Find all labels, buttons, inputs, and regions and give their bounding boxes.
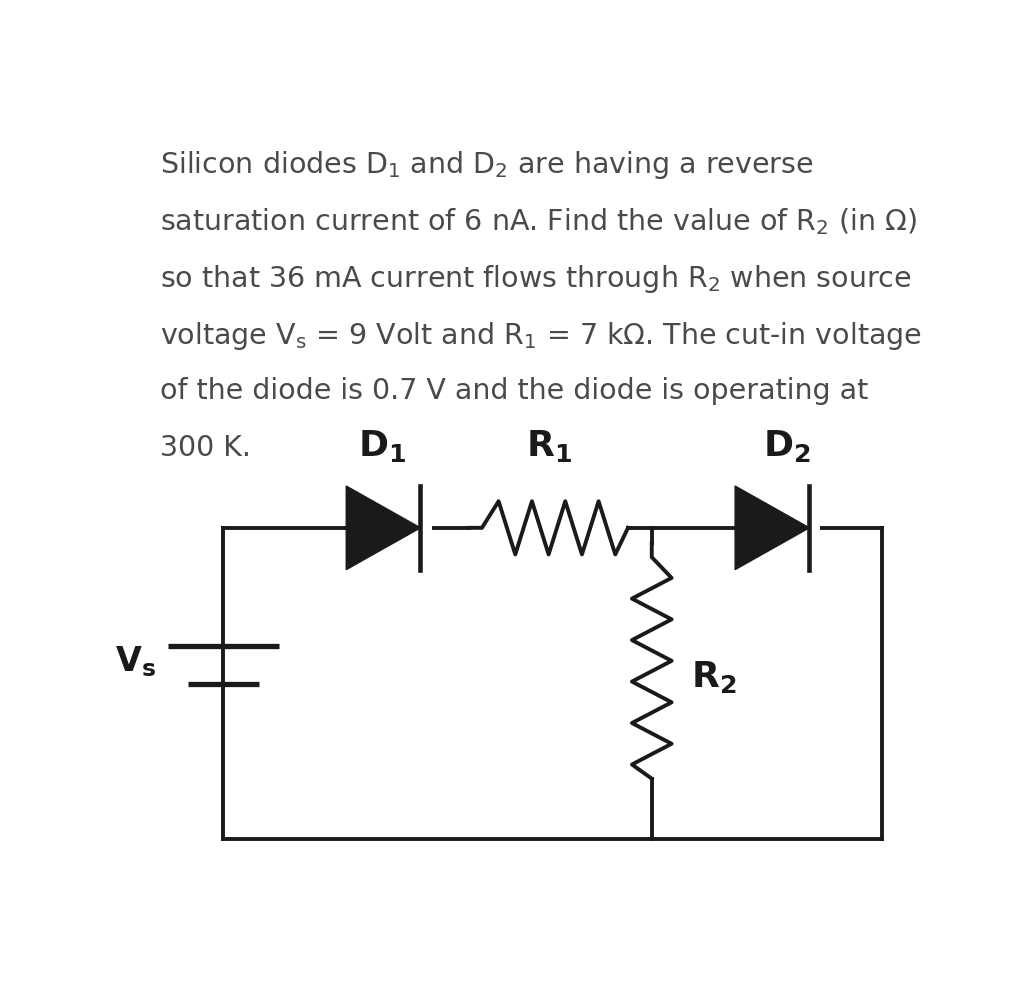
Text: saturation current of 6 nA. Find the value of $\mathrm{R_2}$ (in $\Omega$): saturation current of 6 nA. Find the val…	[160, 206, 916, 237]
Text: $\mathbf{R_1}$: $\mathbf{R_1}$	[525, 428, 571, 463]
Text: $\mathbf{D_1}$: $\mathbf{D_1}$	[357, 428, 407, 463]
Text: of the diode is 0.7 V and the diode is operating at: of the diode is 0.7 V and the diode is o…	[160, 377, 868, 404]
Polygon shape	[735, 486, 809, 570]
Text: $\mathbf{R_2}$: $\mathbf{R_2}$	[691, 659, 737, 694]
Polygon shape	[346, 486, 421, 570]
Text: voltage $\mathrm{V_s}$ = 9 Volt and $\mathrm{R_1}$ = 7 k$\Omega$. The cut-in vol: voltage $\mathrm{V_s}$ = 9 Volt and $\ma…	[160, 319, 922, 351]
Text: $\mathbf{V_s}$: $\mathbf{V_s}$	[115, 644, 156, 678]
Text: 300 K.: 300 K.	[160, 434, 251, 461]
Text: Silicon diodes $\mathrm{D_1}$ and $\mathrm{D_2}$ are having a reverse: Silicon diodes $\mathrm{D_1}$ and $\math…	[160, 149, 813, 180]
Text: $\mathbf{D_2}$: $\mathbf{D_2}$	[763, 428, 811, 463]
Text: so that 36 mA current flows through $\mathrm{R_2}$ when source: so that 36 mA current flows through $\ma…	[160, 262, 911, 295]
